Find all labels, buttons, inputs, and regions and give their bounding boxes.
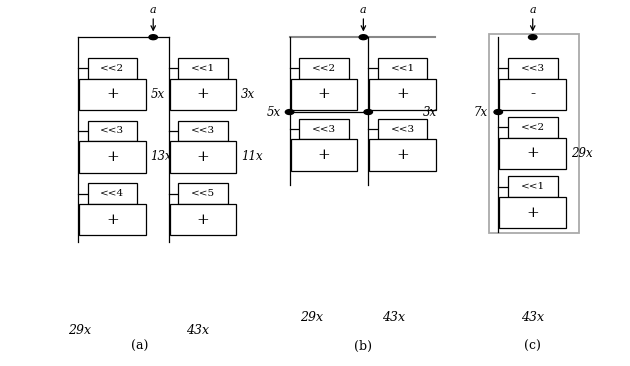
FancyBboxPatch shape: [178, 183, 228, 204]
Text: +: +: [318, 148, 331, 162]
FancyBboxPatch shape: [508, 117, 558, 138]
Text: 13x: 13x: [151, 150, 172, 164]
Text: <<3: <<3: [312, 125, 336, 134]
FancyBboxPatch shape: [178, 121, 228, 141]
FancyBboxPatch shape: [79, 79, 146, 110]
FancyBboxPatch shape: [291, 79, 357, 110]
FancyBboxPatch shape: [79, 141, 146, 173]
Text: +: +: [197, 213, 210, 227]
Text: 3x: 3x: [423, 105, 437, 119]
Text: <<3: <<3: [520, 64, 545, 73]
Text: <<1: <<1: [391, 64, 415, 73]
FancyBboxPatch shape: [299, 119, 349, 139]
FancyBboxPatch shape: [378, 119, 428, 139]
FancyBboxPatch shape: [500, 138, 566, 169]
Text: a: a: [150, 5, 156, 15]
FancyBboxPatch shape: [79, 204, 146, 235]
FancyBboxPatch shape: [299, 58, 349, 79]
Text: (c): (c): [524, 340, 541, 353]
Text: <<3: <<3: [391, 125, 415, 134]
FancyBboxPatch shape: [500, 79, 566, 110]
Text: +: +: [396, 87, 409, 101]
Text: +: +: [526, 206, 539, 220]
Text: a: a: [529, 5, 536, 15]
Circle shape: [285, 109, 294, 115]
FancyBboxPatch shape: [88, 121, 137, 141]
Text: 5x: 5x: [151, 88, 164, 101]
Text: <<2: <<2: [312, 64, 336, 73]
Circle shape: [364, 109, 372, 115]
Text: (a): (a): [131, 340, 148, 353]
Text: <<1: <<1: [520, 182, 545, 191]
Text: +: +: [106, 87, 119, 101]
Text: +: +: [318, 87, 331, 101]
Text: <<2: <<2: [100, 64, 125, 73]
Text: +: +: [396, 148, 409, 162]
FancyBboxPatch shape: [369, 139, 436, 171]
Text: +: +: [106, 150, 119, 164]
Text: 29x: 29x: [301, 311, 323, 324]
Text: -: -: [530, 87, 536, 101]
FancyBboxPatch shape: [88, 58, 137, 79]
FancyBboxPatch shape: [508, 58, 558, 79]
FancyBboxPatch shape: [291, 139, 357, 171]
FancyBboxPatch shape: [170, 204, 236, 235]
Text: 5x: 5x: [266, 105, 280, 119]
FancyBboxPatch shape: [500, 197, 566, 228]
Text: +: +: [197, 87, 210, 101]
Text: <<2: <<2: [520, 123, 545, 132]
Text: 43x: 43x: [186, 324, 209, 337]
Text: <<4: <<4: [100, 189, 125, 198]
Circle shape: [359, 35, 368, 40]
Circle shape: [529, 35, 537, 40]
Text: 7x: 7x: [473, 105, 488, 119]
Circle shape: [494, 109, 503, 115]
Text: +: +: [197, 150, 210, 164]
Text: <<5: <<5: [191, 189, 215, 198]
Text: <<3: <<3: [100, 127, 125, 135]
Text: 29x: 29x: [67, 324, 91, 337]
FancyBboxPatch shape: [369, 79, 436, 110]
Text: 29x: 29x: [571, 147, 592, 160]
Text: +: +: [526, 146, 539, 160]
Text: (b): (b): [355, 340, 372, 353]
Text: <<3: <<3: [191, 127, 215, 135]
Text: 43x: 43x: [521, 311, 544, 324]
Text: a: a: [360, 5, 367, 15]
Text: +: +: [106, 213, 119, 227]
FancyBboxPatch shape: [170, 141, 236, 173]
Text: 43x: 43x: [382, 311, 405, 324]
FancyBboxPatch shape: [508, 176, 558, 197]
FancyBboxPatch shape: [88, 183, 137, 204]
Circle shape: [149, 35, 158, 40]
Text: 3x: 3x: [241, 88, 255, 101]
FancyBboxPatch shape: [178, 58, 228, 79]
FancyBboxPatch shape: [378, 58, 428, 79]
Text: <<1: <<1: [191, 64, 215, 73]
FancyBboxPatch shape: [170, 79, 236, 110]
Text: 11x: 11x: [241, 150, 263, 164]
FancyBboxPatch shape: [489, 34, 580, 232]
